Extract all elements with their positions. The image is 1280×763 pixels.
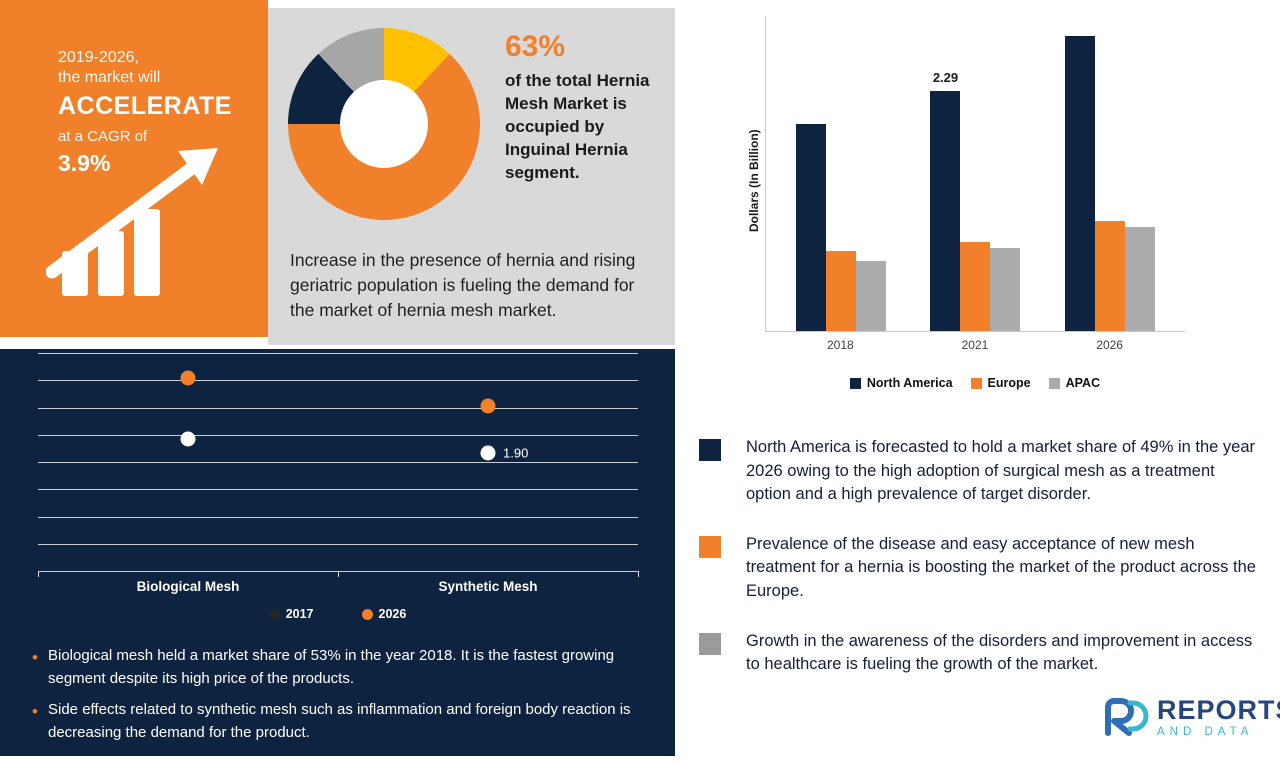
segment-stat-caption: of the total Hernia Mesh Market is occup… bbox=[505, 71, 650, 182]
bar-chart-category-axis: 2018 2021 2026 bbox=[765, 338, 1185, 352]
legend-marker bbox=[268, 608, 280, 620]
bar-europe-2021 bbox=[960, 241, 991, 331]
mesh-bullet-2: Side effects related to synthetic mesh s… bbox=[30, 699, 647, 744]
bar-europe-2026 bbox=[1094, 220, 1125, 331]
scatter-dot-2026 bbox=[180, 370, 196, 386]
gridline bbox=[38, 543, 638, 545]
mesh-type-panel: 1.90 Biological Mesh Synthetic Mesh 2017… bbox=[0, 349, 675, 756]
cagr-card: 2019-2026, the market will ACCELERATE at… bbox=[0, 0, 268, 337]
regional-panel: Dollars (In Billion) 2.29 2018 2021 2026 N… bbox=[675, 0, 1280, 763]
insight-text-north-america: North America is forecasted to hold a ma… bbox=[746, 438, 1256, 504]
cagr-line-1: 2019-2026, bbox=[58, 49, 139, 66]
insight-swatch bbox=[699, 439, 721, 461]
segment-donut-chart bbox=[288, 28, 480, 220]
cagr-text-block: 2019-2026, the market will ACCELERATE at… bbox=[58, 48, 232, 178]
bar-category-label: 2018 bbox=[826, 338, 854, 352]
bar-europe-2018 bbox=[826, 251, 857, 331]
gridline bbox=[38, 353, 638, 354]
cagr-line-2: the market will bbox=[58, 69, 161, 86]
bar-group-2026 bbox=[1064, 16, 1155, 331]
legend-item-apac: APAC bbox=[1048, 376, 1101, 390]
legend-item-2026: 2026 bbox=[361, 607, 407, 621]
mesh-type-dot-chart: 1.90 bbox=[38, 353, 639, 577]
mesh-type-category-axis: Biological Mesh Synthetic Mesh bbox=[38, 579, 638, 597]
regional-bar-chart: 2.29 bbox=[765, 16, 1185, 332]
growth-arrow-icon bbox=[46, 148, 218, 296]
gridline bbox=[38, 380, 638, 382]
legend-item-north-america: North America bbox=[849, 376, 953, 390]
category-synthetic-mesh: Synthetic Mesh bbox=[438, 579, 538, 594]
bar-group-2021: 2.29 bbox=[930, 16, 1021, 331]
insight-swatch bbox=[699, 632, 721, 655]
bar-group-2018 bbox=[796, 16, 887, 331]
legend-item-europe: Europe bbox=[970, 376, 1031, 390]
bar-chart-y-axis-label: Dollars (In Billion) bbox=[747, 129, 761, 232]
gridline bbox=[38, 516, 638, 518]
scatter-dot-2026 bbox=[480, 398, 496, 414]
insight-item: Growth in the awareness of the disorders… bbox=[699, 630, 1261, 677]
mesh-bullet-1: Biological mesh held a market share of 5… bbox=[30, 645, 647, 690]
gridline bbox=[38, 489, 638, 491]
legend-label: Europe bbox=[987, 376, 1031, 390]
bar-data-label: 2.29 bbox=[932, 69, 959, 85]
gridline bbox=[38, 434, 638, 436]
insight-text-europe: Prevalence of the disease and easy accep… bbox=[746, 534, 1256, 600]
reports-and-data-logo-icon bbox=[1105, 698, 1149, 737]
insight-swatch bbox=[699, 535, 721, 558]
insight-text-apac: Growth in the awareness of the disorders… bbox=[746, 631, 1253, 674]
segment-stat-block: 63% of the total Hernia Mesh Market is o… bbox=[505, 30, 667, 185]
bar-north-america-2021: 2.29 bbox=[930, 70, 961, 331]
mesh-type-legend: 2017 2026 bbox=[0, 607, 675, 621]
scatter-dot-2017 bbox=[480, 445, 496, 461]
insight-item: North America is forecasted to hold a ma… bbox=[699, 436, 1261, 507]
legend-marker bbox=[849, 377, 861, 389]
scatter-data-label: 1.90 bbox=[503, 445, 529, 461]
bar-category-label: 2021 bbox=[961, 338, 989, 352]
segment-stat-value: 63% bbox=[505, 30, 566, 63]
bar-apac-2018 bbox=[856, 260, 887, 331]
bar-category-label: 2026 bbox=[1096, 338, 1123, 352]
cagr-emphasis: ACCELERATE bbox=[58, 92, 232, 120]
legend-label: North America bbox=[866, 376, 953, 390]
segment-card: 63% of the total Hernia Mesh Market is o… bbox=[268, 8, 675, 345]
bar-apac-2026 bbox=[1124, 227, 1155, 331]
legend-marker bbox=[361, 608, 373, 620]
logo-text: REPORTS AND DATA bbox=[1157, 695, 1280, 739]
axis-tick bbox=[338, 571, 339, 577]
segment-paragraph: Increase in the presence of hernia and r… bbox=[290, 250, 636, 320]
legend-label: 2017 bbox=[285, 607, 314, 621]
gridline bbox=[38, 407, 638, 409]
legend-label: 2026 bbox=[378, 607, 407, 621]
cagr-value: 3.9% bbox=[58, 150, 111, 176]
bar-chart-legend: North America Europe APAC bbox=[735, 376, 1215, 390]
scatter-dot-2017 bbox=[180, 431, 196, 447]
legend-item-2017: 2017 bbox=[268, 607, 314, 621]
reports-and-data-logo: REPORTS AND DATA bbox=[1103, 696, 1280, 738]
bar-apac-2021 bbox=[990, 248, 1021, 331]
logo-name: REPORTS bbox=[1157, 695, 1280, 725]
cagr-line-3: at a CAGR of bbox=[58, 128, 148, 146]
insight-item: Prevalence of the disease and easy accep… bbox=[699, 533, 1261, 604]
legend-label: APAC bbox=[1065, 376, 1101, 390]
mesh-type-bullets: Biological mesh held a market share of 5… bbox=[30, 645, 647, 753]
bar-north-america-2018 bbox=[796, 124, 827, 331]
axis-tick bbox=[638, 571, 639, 577]
category-biological-mesh: Biological Mesh bbox=[136, 579, 240, 594]
logo-tagline: AND DATA bbox=[1157, 726, 1254, 739]
axis-tick bbox=[38, 571, 39, 577]
bar-north-america-2026 bbox=[1064, 35, 1095, 331]
gridline bbox=[38, 462, 638, 463]
legend-marker bbox=[970, 377, 982, 389]
regional-insights: North America is forecasted to hold a ma… bbox=[699, 436, 1261, 703]
legend-marker bbox=[1048, 377, 1060, 389]
